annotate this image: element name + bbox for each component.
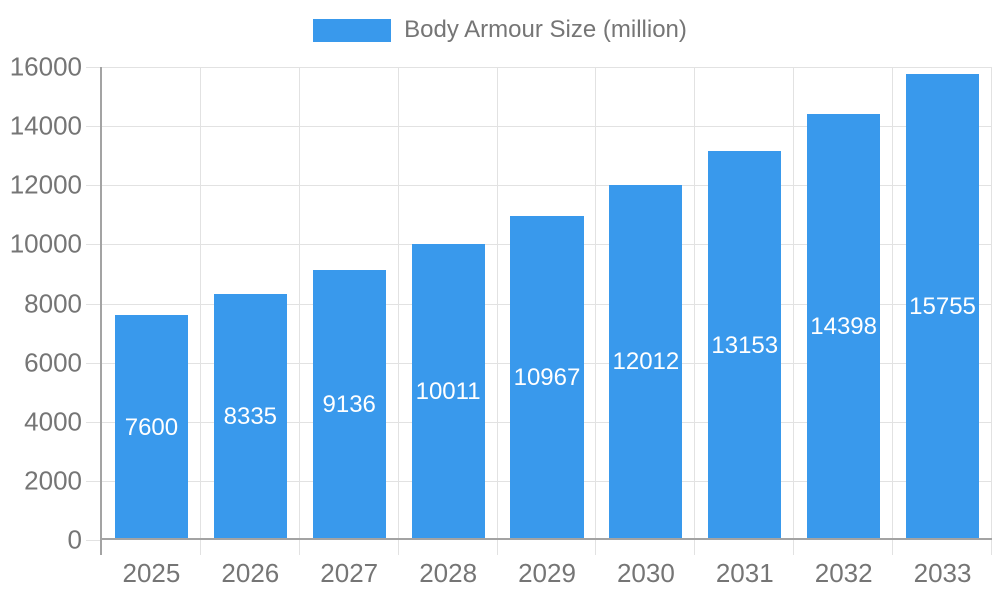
gridline-vertical: [595, 67, 597, 555]
gridline-horizontal: [102, 126, 992, 128]
y-axis-tick: [86, 185, 102, 187]
y-axis-tick: [86, 67, 102, 68]
y-axis-tick-label: 4000: [24, 406, 82, 437]
x-axis-tick-label: 2028: [419, 558, 478, 588]
x-axis-labels: 2025 2026 2027 2028 2029 2030 2031 2032 2033: [102, 558, 992, 590]
gridline-vertical: [991, 67, 992, 555]
bar: 13153: [708, 151, 782, 540]
x-axis-tick-label: 2030: [616, 558, 675, 588]
gridline-vertical: [496, 67, 498, 555]
gridline-vertical: [793, 67, 795, 555]
x-axis-tick-label: 2029: [518, 558, 576, 588]
y-axis-tick-label: 2000: [24, 465, 82, 496]
x-axis-tick-label: 2027: [320, 558, 379, 588]
gridline-vertical: [397, 67, 399, 555]
y-axis-tick-label: 10000: [9, 228, 82, 259]
y-axis-tick-label: 14000: [9, 110, 82, 141]
y-axis-tick-label: 16000: [9, 51, 82, 82]
gridline-vertical: [199, 67, 201, 555]
bar: 10011: [411, 244, 485, 540]
legend-label: Body Armour Size (million): [404, 16, 687, 43]
x-axis-tick-label: 2026: [221, 558, 280, 588]
y-axis-tick: [86, 126, 102, 128]
x-axis-tick-label: 2033: [913, 558, 972, 588]
legend-swatch: [313, 18, 392, 42]
bar-value-label: 10967: [513, 363, 581, 391]
x-axis-tick-label: 2032: [814, 558, 873, 588]
y-axis-tick: [86, 540, 102, 541]
y-axis-tick: [86, 362, 102, 364]
gridline-horizontal: [102, 67, 992, 68]
bar: 12012: [609, 184, 683, 540]
x-axis-tick-label: 2031: [715, 558, 774, 588]
y-axis-tick: [86, 480, 102, 482]
bar: 8335: [213, 293, 287, 540]
bar: 7600: [114, 315, 189, 540]
y-axis-tick-label: 6000: [24, 347, 82, 378]
gridline-vertical: [892, 67, 894, 555]
x-axis-tick-label: 2025: [122, 558, 181, 588]
gridline-vertical: [298, 67, 300, 555]
bar: 15755: [905, 74, 980, 540]
bar-value-label: 12012: [612, 348, 680, 376]
bar: 14398: [807, 114, 881, 540]
bar-value-label: 15755: [909, 293, 976, 321]
gridline-horizontal: [102, 185, 992, 187]
legend: Body Armour Size (million): [0, 18, 1000, 42]
plot-area: 7600 8335 9136 10011 10967 12012 13153 14398 157…: [86, 67, 992, 555]
y-axis-tick-label: 12000: [9, 169, 82, 200]
bar: 9136: [312, 269, 386, 540]
bar-value-label: 14398: [810, 313, 878, 341]
y-axis-labels: 0 2000 4000 6000 8000 10000 12000 14000 16000: [0, 52, 82, 555]
bar-value-label: 13153: [711, 331, 779, 359]
bar-value-label: 8335: [223, 402, 278, 430]
bar: 10967: [510, 215, 584, 540]
bar-value-label: 9136: [322, 390, 376, 418]
gridline-vertical: [694, 67, 696, 555]
bar-value-label: 10011: [415, 378, 481, 406]
y-axis-line: [100, 67, 102, 555]
y-axis-tick: [86, 244, 102, 246]
y-axis-tick: [86, 421, 102, 423]
x-axis-line: [100, 538, 992, 540]
bar-value-label: 7600: [124, 413, 179, 441]
y-axis-tick-label: 8000: [24, 288, 82, 318]
y-axis-tick-label: 0: [67, 524, 82, 555]
y-axis-tick: [86, 303, 102, 305]
